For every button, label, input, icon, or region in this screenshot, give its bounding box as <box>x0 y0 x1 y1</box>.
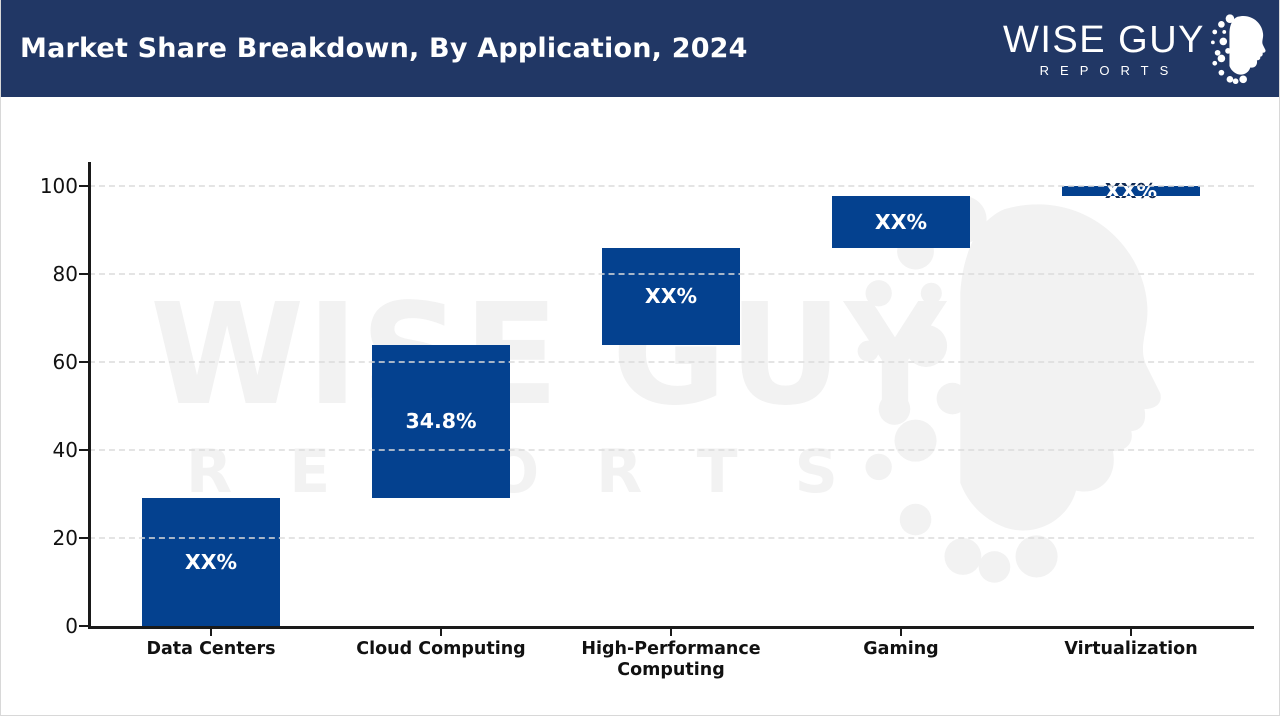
x-tick-mark <box>1130 628 1132 636</box>
header: Market Share Breakdown, By Application, … <box>0 0 1280 97</box>
bar-segment: 34.8% <box>372 344 510 498</box>
x-category-label: Virtualization <box>1064 639 1198 659</box>
watermark-text: WISE GUY <box>150 274 948 437</box>
y-tick-mark <box>79 361 88 363</box>
brand-logo-text: WISE GUY REPORTS <box>1003 21 1205 77</box>
brand-subname: REPORTS <box>1039 62 1180 78</box>
y-tick-label: 100 <box>39 174 78 198</box>
bar-value-label: XX% <box>644 284 698 309</box>
bar-value-label: 34.8% <box>405 409 477 434</box>
y-tick-mark <box>79 273 88 275</box>
y-tick-label: 0 <box>65 614 78 638</box>
brand-logo: WISE GUY REPORTS <box>1003 13 1266 85</box>
gridline <box>89 185 1254 187</box>
gridline <box>89 361 1254 363</box>
bar-value-label: XX% <box>1105 186 1157 196</box>
bar-segment: XX% <box>602 247 740 345</box>
y-tick-mark <box>79 625 88 627</box>
x-category-label: Cloud Computing <box>356 639 526 659</box>
x-tick-mark <box>440 628 442 636</box>
watermark-subtext: REPORTS <box>186 437 895 507</box>
bar-value-label: XX% <box>874 209 928 234</box>
brand-name: WISE GUY <box>1002 18 1205 61</box>
y-axis-line <box>88 162 91 628</box>
y-tick-mark <box>79 185 88 187</box>
y-tick-label: 40 <box>52 438 78 462</box>
brand-head-icon <box>1209 13 1266 85</box>
x-tick-mark <box>900 628 902 636</box>
gridline <box>89 273 1254 275</box>
page-title: Market Share Breakdown, By Application, … <box>20 33 748 64</box>
gridline <box>89 537 1254 539</box>
x-tick-mark <box>670 628 672 636</box>
x-tick-mark <box>210 628 212 636</box>
x-category-label: High-Performance Computing <box>581 639 761 681</box>
y-tick-label: 80 <box>52 262 78 286</box>
x-axis-line <box>88 626 1254 629</box>
y-tick-mark <box>79 449 88 451</box>
bar-segment: XX% <box>142 497 280 626</box>
gridline <box>89 449 1254 451</box>
y-tick-mark <box>79 537 88 539</box>
y-tick-label: 60 <box>52 350 78 374</box>
y-tick-label: 20 <box>52 526 78 550</box>
watermark-head-icon <box>845 188 1165 588</box>
bar-value-label: XX% <box>184 549 238 574</box>
bar-segment: XX% <box>1062 186 1200 197</box>
x-category-label: Gaming <box>863 639 939 659</box>
x-category-label: Data Centers <box>146 639 276 659</box>
bar-segment: XX% <box>832 196 970 248</box>
